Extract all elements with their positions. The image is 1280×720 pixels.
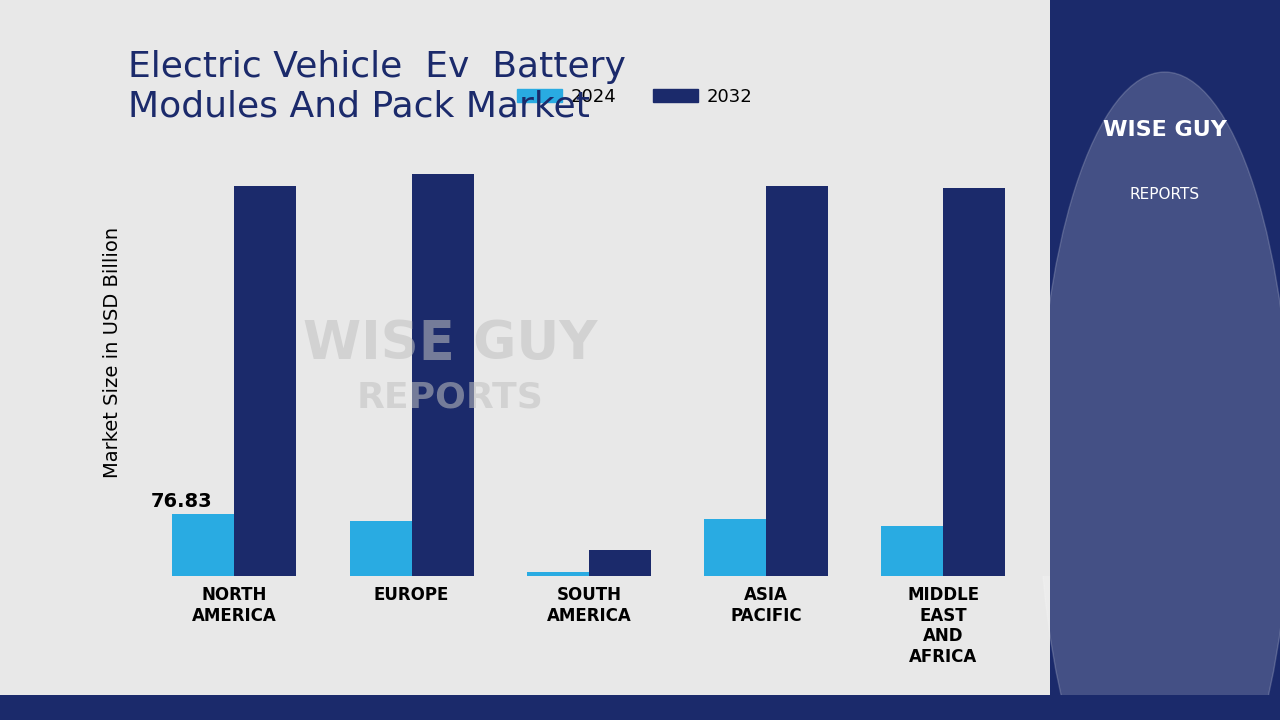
Bar — [589, 550, 650, 576]
Text: WISE GUY: WISE GUY — [303, 318, 598, 370]
Text: REPORTS: REPORTS — [357, 380, 544, 415]
Text: Electric Vehicle  Ev  Battery
Modules And Pack Market: Electric Vehicle Ev Battery Modules And … — [128, 50, 626, 124]
Bar — [765, 186, 828, 576]
Bar — [412, 174, 474, 576]
Circle shape — [1038, 72, 1280, 720]
Bar — [173, 513, 234, 576]
Bar — [349, 521, 412, 576]
Y-axis label: Market Size in USD Billion: Market Size in USD Billion — [104, 228, 123, 478]
Text: REPORTS: REPORTS — [1130, 187, 1199, 202]
Bar — [527, 572, 589, 576]
Text: 76.83: 76.83 — [151, 492, 212, 511]
Legend: 2024, 2032: 2024, 2032 — [509, 81, 760, 113]
Bar — [881, 526, 943, 576]
Bar — [234, 186, 297, 576]
Text: WISE GUY: WISE GUY — [1103, 120, 1226, 140]
Bar — [704, 519, 765, 576]
Bar — [943, 188, 1005, 576]
